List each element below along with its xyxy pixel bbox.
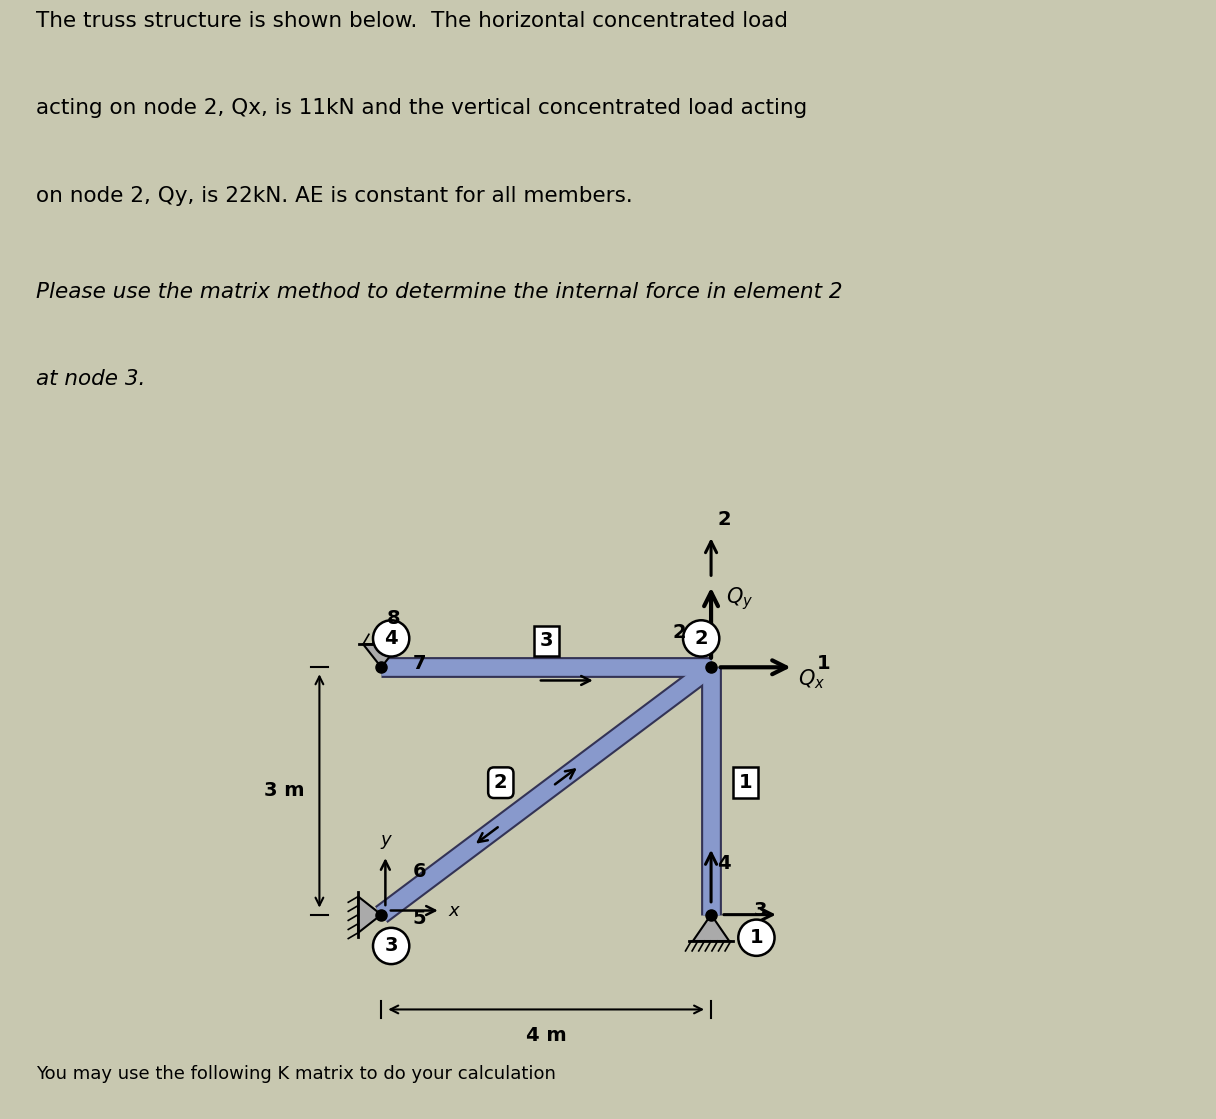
Text: You may use the following K matrix to do your calculation: You may use the following K matrix to do… bbox=[36, 1065, 557, 1083]
Text: 2: 2 bbox=[494, 773, 507, 792]
Text: x: x bbox=[449, 902, 460, 920]
Text: Please use the matrix method to determine the internal force in element 2: Please use the matrix method to determin… bbox=[36, 282, 843, 302]
Text: acting on node 2, Qx, is 11kN and the vertical concentrated load acting: acting on node 2, Qx, is 11kN and the ve… bbox=[36, 98, 807, 119]
Circle shape bbox=[683, 620, 720, 657]
Text: 3 m: 3 m bbox=[264, 781, 304, 800]
Circle shape bbox=[373, 620, 410, 657]
Polygon shape bbox=[364, 645, 399, 667]
Text: 6: 6 bbox=[412, 863, 427, 882]
Text: 2: 2 bbox=[694, 629, 708, 648]
Text: at node 3.: at node 3. bbox=[36, 369, 146, 389]
Text: 1: 1 bbox=[817, 655, 831, 674]
Text: 2: 2 bbox=[672, 623, 687, 642]
Text: 3: 3 bbox=[384, 937, 398, 956]
Text: 2: 2 bbox=[717, 510, 731, 529]
Polygon shape bbox=[359, 896, 382, 933]
Text: $Q_y$: $Q_y$ bbox=[726, 585, 753, 612]
Text: 1: 1 bbox=[749, 929, 764, 947]
Text: y: y bbox=[381, 830, 390, 848]
Polygon shape bbox=[693, 914, 730, 941]
Text: 3: 3 bbox=[540, 631, 553, 650]
Text: 7: 7 bbox=[412, 653, 426, 673]
Text: 1: 1 bbox=[739, 773, 753, 792]
Circle shape bbox=[373, 928, 410, 965]
Text: 4 m: 4 m bbox=[525, 1026, 567, 1045]
Text: 3: 3 bbox=[754, 901, 767, 920]
Text: 8: 8 bbox=[387, 610, 400, 629]
Text: 4: 4 bbox=[384, 629, 398, 648]
Text: The truss structure is shown below.  The horizontal concentrated load: The truss structure is shown below. The … bbox=[36, 11, 788, 31]
Text: 5: 5 bbox=[412, 910, 427, 929]
Text: on node 2, Qy, is 22kN. AE is constant for all members.: on node 2, Qy, is 22kN. AE is constant f… bbox=[36, 186, 634, 206]
Circle shape bbox=[738, 920, 775, 956]
Text: 4: 4 bbox=[716, 854, 731, 873]
Text: $Q_x$: $Q_x$ bbox=[798, 667, 824, 692]
